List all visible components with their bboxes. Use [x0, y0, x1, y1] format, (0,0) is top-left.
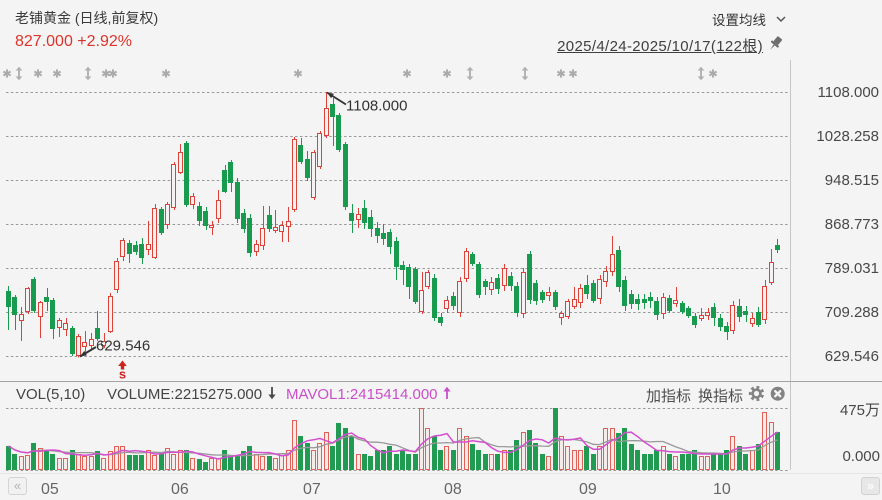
svg-text:629.546: 629.546 [96, 338, 150, 355]
svg-text:1108.000: 1108.000 [346, 98, 407, 115]
svg-text:s: s [119, 367, 126, 382]
